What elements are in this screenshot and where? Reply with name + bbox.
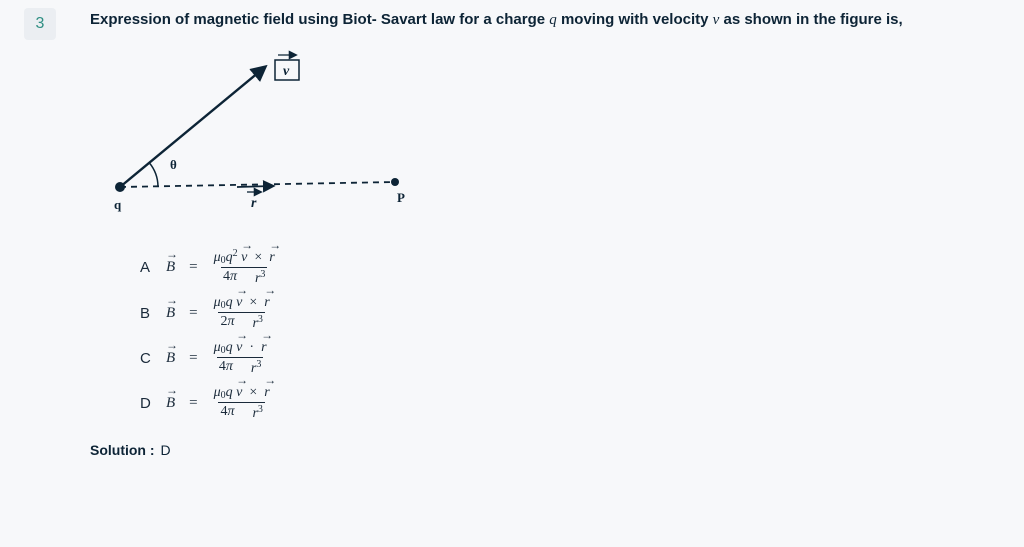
- svg-text:q: q: [114, 197, 122, 212]
- svg-text:P: P: [397, 190, 405, 205]
- svg-text:r: r: [251, 196, 257, 211]
- svg-text:v: v: [283, 64, 290, 79]
- option-d[interactable]: DB=μ0q v × r4πr3: [140, 385, 984, 422]
- solution-line: Solution : D: [90, 442, 984, 458]
- biot-savart-figure: q Pθ r v: [90, 47, 410, 227]
- option-a[interactable]: AB=μ0q2 v × r4πr3: [140, 248, 984, 287]
- q-part-1: Expression of magnetic field using Biot-…: [90, 11, 549, 28]
- solution-answer: D: [160, 442, 170, 458]
- question-number-badge: 3: [24, 8, 56, 40]
- option-b[interactable]: BB=μ0q v × r2πr3: [140, 295, 984, 332]
- option-c[interactable]: CB=μ0q v · r4πr3: [140, 340, 984, 377]
- question-text: Expression of magnetic field using Biot-…: [90, 8, 984, 33]
- svg-text:θ: θ: [170, 157, 177, 172]
- solution-label: Solution :: [90, 442, 155, 458]
- q-var-q: q: [549, 12, 557, 28]
- options-list: AB=μ0q2 v × r4πr3 BB=μ0q v × r2πr3 CB=μ0…: [140, 248, 984, 422]
- figure-diagram: q Pθ r v: [90, 47, 984, 232]
- q-part-2: moving with velocity: [557, 11, 713, 28]
- q-part-3: as shown in the figure is,: [719, 11, 902, 28]
